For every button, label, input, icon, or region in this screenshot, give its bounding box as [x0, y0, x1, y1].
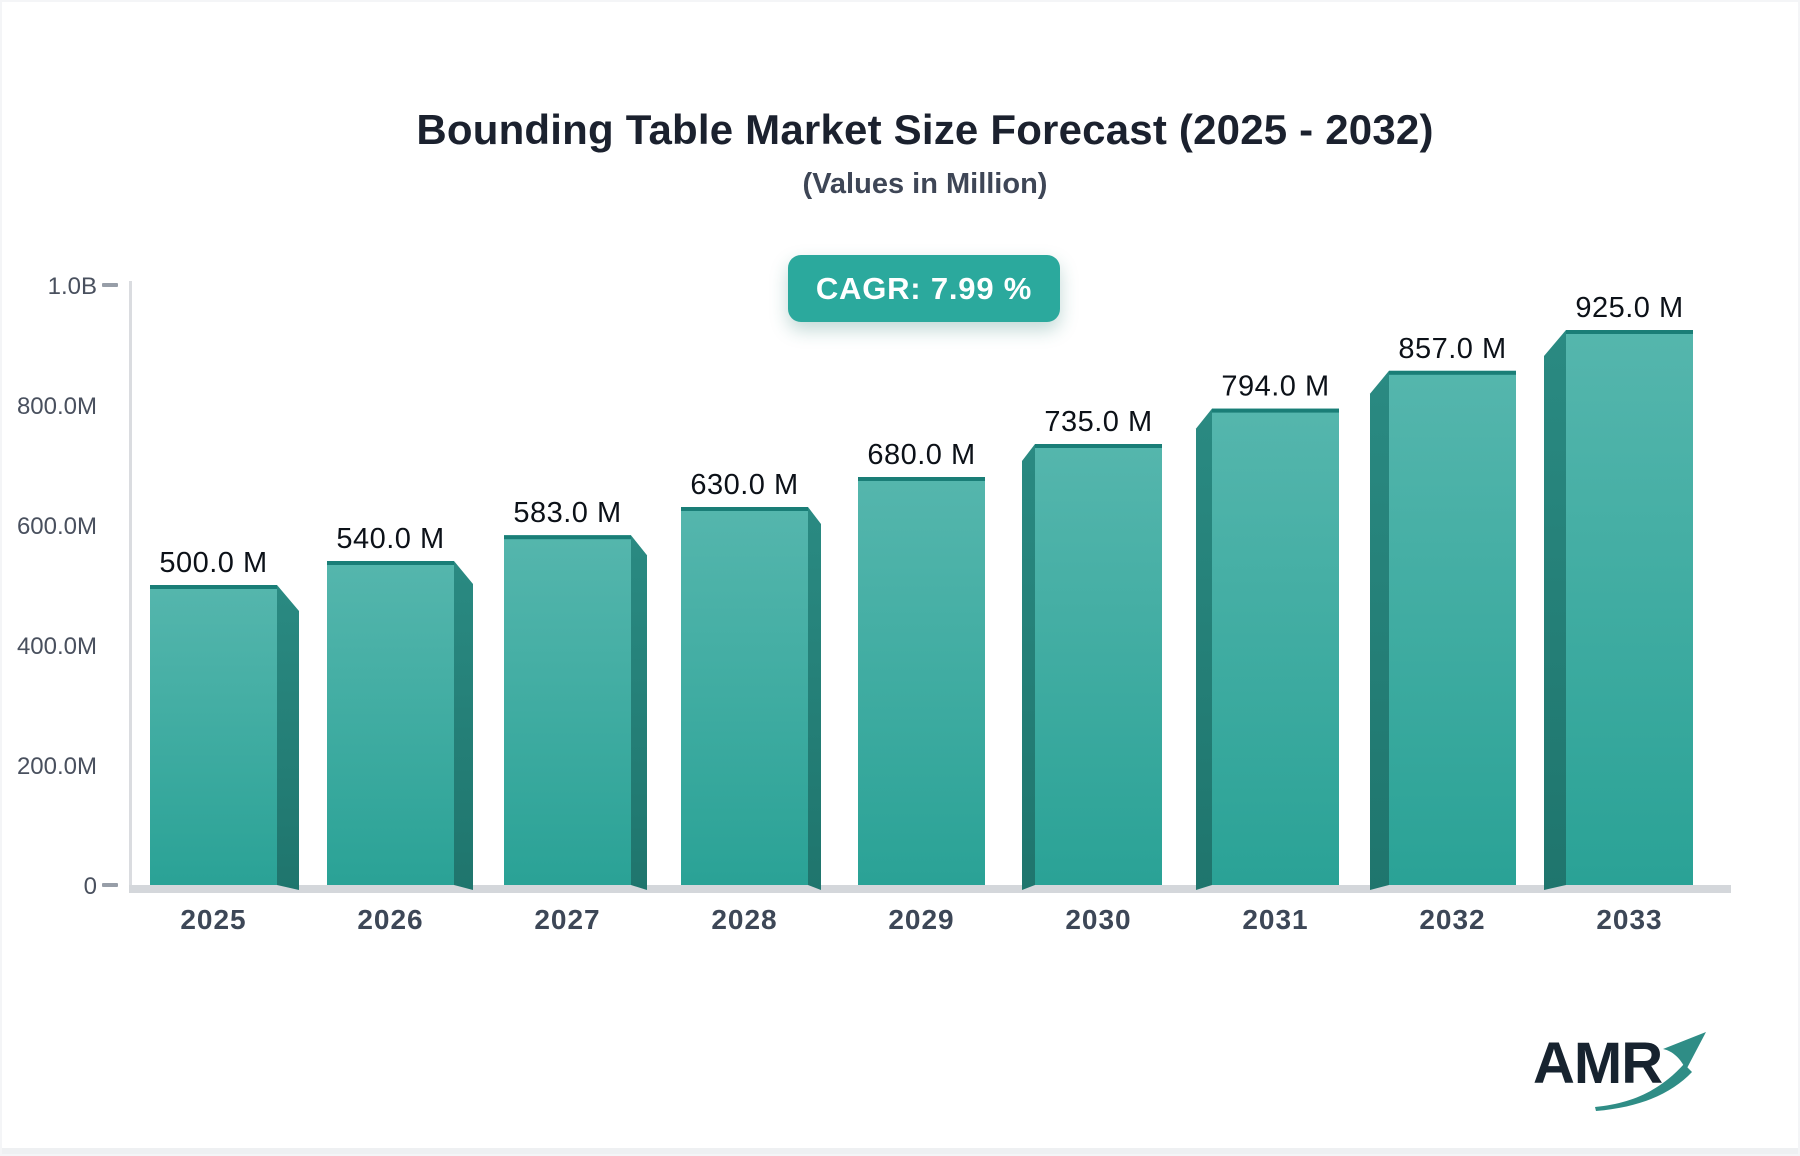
bar-group-2027: [504, 535, 647, 890]
x-axis-label: 2032: [1419, 904, 1485, 935]
y-axis-tick-top: [102, 283, 118, 287]
y-axis-tick-label: 800.0M: [17, 393, 97, 420]
bar-top-edge: [150, 585, 277, 589]
x-axis-baseline: [129, 885, 1731, 893]
bar-front-face[interactable]: [327, 561, 454, 885]
bar-group-2030: [1022, 444, 1162, 890]
bar-value-label: 680.0 M: [867, 439, 975, 471]
bar-group-2033: [1544, 330, 1693, 890]
bars-layer: [150, 330, 1693, 890]
cagr-badge-label: CAGR: 7.99 %: [815, 270, 1033, 306]
bar-side-face: [631, 535, 647, 890]
bar-group-2026: [327, 561, 473, 890]
bar-top-edge: [1035, 444, 1162, 448]
bar-front-face[interactable]: [858, 477, 985, 885]
bar-side-face: [1370, 370, 1389, 890]
x-axis-label: 2026: [357, 904, 423, 935]
bar-value-label: 857.0 M: [1398, 333, 1506, 365]
chart-subtitle: (Values in Million): [802, 168, 1048, 200]
y-axis-tick-label: 200.0M: [17, 753, 97, 780]
bar-top-edge: [1566, 330, 1693, 334]
axis-layer: 0 200.0M 400.0M 600.0M 800.0M 1.0B: [17, 273, 1731, 900]
amr-logo-text: AMR: [1533, 1031, 1663, 1096]
bar-front-face[interactable]: [681, 507, 808, 885]
bar-value-label: 583.0 M: [513, 497, 621, 529]
bar-front-face[interactable]: [150, 585, 277, 885]
x-axis-label: 2025: [180, 904, 246, 935]
bar-top-edge: [1389, 370, 1516, 375]
x-axis-label: 2033: [1596, 904, 1662, 935]
amr-logo: AMR: [1495, 1018, 1735, 1128]
bar-side-face: [1544, 330, 1566, 890]
y-axis-line: [129, 281, 132, 893]
y-axis-tick-label: 400.0M: [17, 633, 97, 660]
bar-group-2028: [681, 507, 821, 890]
bar-front-face[interactable]: [504, 535, 631, 885]
bar-value-label: 735.0 M: [1044, 406, 1152, 438]
x-axis-label: 2027: [534, 904, 600, 935]
bar-value-label: 500.0 M: [159, 547, 267, 579]
x-axis-label: 2028: [711, 904, 777, 935]
y-axis-tick-label: 0: [84, 873, 97, 900]
bar-group-2032: [1370, 370, 1516, 890]
logo-arrow-head-icon: [1663, 1032, 1706, 1070]
bar-side-face: [1196, 408, 1212, 890]
chart-title: Bounding Table Market Size Forecast (202…: [416, 106, 1434, 153]
bar-side-face: [277, 585, 299, 890]
labels-layer: 500.0 M 2025 540.0 M 2026 583.0 M 2027 630.0 M…: [159, 292, 1683, 935]
bar-group-2025: [150, 585, 299, 890]
y-axis-tick-zero: [102, 883, 118, 887]
bar-front-face[interactable]: [1212, 408, 1339, 885]
bar-front-face[interactable]: [1389, 370, 1516, 885]
y-axis-tick-label: 600.0M: [17, 513, 97, 540]
amr-logo-arrow: [1595, 1032, 1706, 1111]
bar-top-edge: [327, 561, 454, 565]
logo-arrow-swoosh-icon: [1595, 1064, 1692, 1111]
bar-side-face: [454, 561, 473, 890]
bar-top-edge: [858, 477, 985, 481]
bar-group-2029: [858, 477, 985, 885]
bar-top-edge: [1212, 408, 1339, 413]
bar-group-2031: [1196, 408, 1339, 890]
y-axis-tick-label: 1.0B: [48, 273, 97, 300]
bar-value-label: 794.0 M: [1221, 371, 1329, 403]
bar-front-face[interactable]: [1566, 330, 1693, 885]
bar-value-label: 630.0 M: [690, 469, 798, 501]
x-axis-label: 2031: [1242, 904, 1308, 935]
bar-value-label: 540.0 M: [336, 523, 444, 555]
bar-top-edge: [681, 507, 808, 511]
bar-front-face[interactable]: [1035, 444, 1162, 885]
x-axis-label: 2030: [1065, 904, 1131, 935]
bar-top-edge: [504, 535, 631, 540]
bar-side-face: [1022, 444, 1035, 890]
bar-side-face: [808, 507, 821, 890]
bar-value-label: 925.0 M: [1575, 292, 1683, 324]
x-axis-label: 2029: [888, 904, 954, 935]
cagr-badge: CAGR: 7.99 %: [788, 255, 1060, 322]
